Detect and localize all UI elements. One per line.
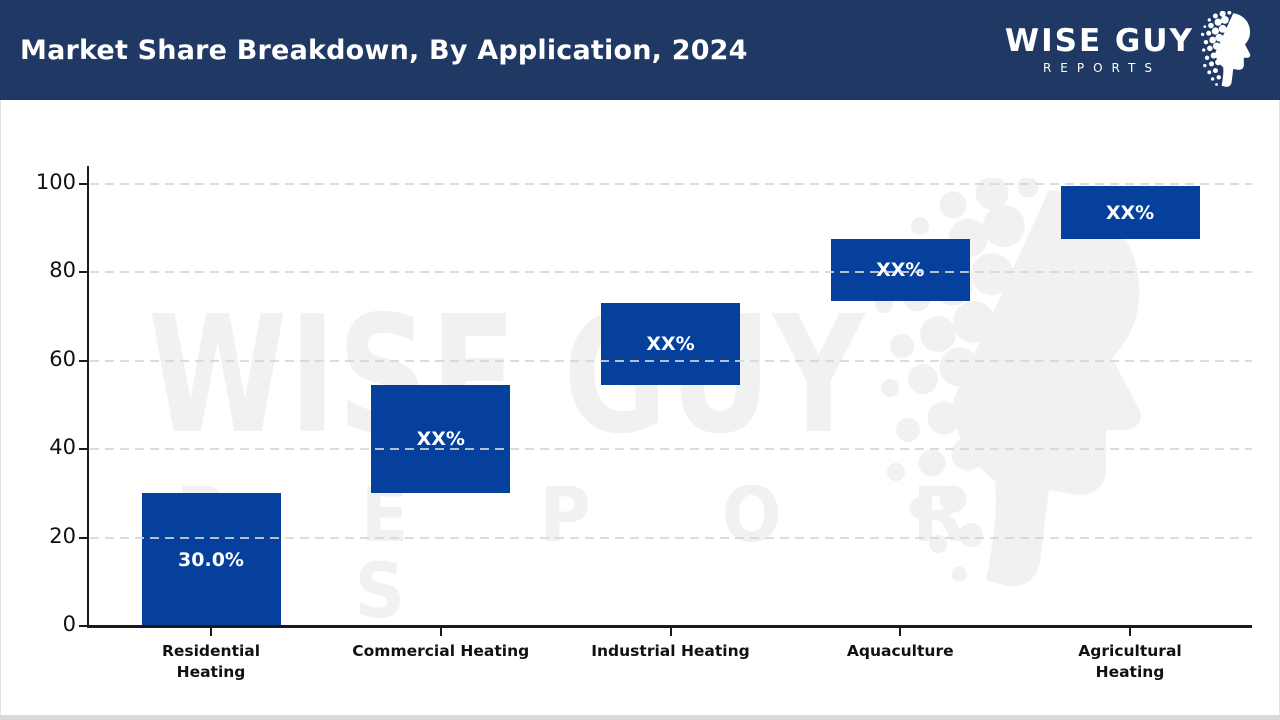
wiseguy-logo-text: WISE GUY REPORTS xyxy=(1004,22,1194,75)
wiseguy-face-icon xyxy=(1198,11,1254,89)
x-category-label-industrial-heating: Industrial Heating xyxy=(591,642,750,660)
y-tick-label-0: 0 xyxy=(62,612,76,636)
x-category-label-aquaculture: Aquaculture xyxy=(846,642,954,660)
grid-line-100 xyxy=(90,183,1252,185)
logo-wordmark: WISE GUY xyxy=(1004,22,1194,59)
grid-line-60 xyxy=(90,359,1252,362)
bar-value-label: XX% xyxy=(876,259,925,282)
x-tick-agricultural-heating xyxy=(1129,628,1131,636)
y-tick-40 xyxy=(79,448,88,451)
y-tick-label-60: 60 xyxy=(49,346,76,371)
bar-commercial-heating: XX% xyxy=(371,385,511,494)
y-tick-label-20: 20 xyxy=(49,523,76,548)
logo-subtitle: REPORTS xyxy=(1042,60,1161,75)
grid-line-80 xyxy=(90,271,1252,274)
y-axis-line xyxy=(87,166,89,628)
y-tick-label-40: 40 xyxy=(49,435,76,460)
y-tick-60 xyxy=(79,359,88,362)
x-tick-residential-heating xyxy=(210,628,212,636)
bar-agricultural-heating: XX% xyxy=(1060,186,1200,240)
y-tick-100 xyxy=(79,183,88,185)
bar-value-label: XX% xyxy=(646,333,695,356)
bar-industrial-heating: XX% xyxy=(601,303,740,386)
x-category-label-agricultural-heating: Agricultural Heating xyxy=(1078,642,1182,681)
wiseguy-logo: WISE GUY REPORTS xyxy=(1005,11,1254,89)
x-tick-commercial-heating xyxy=(439,628,442,636)
y-tick-label-80: 80 xyxy=(49,258,76,283)
bar-residential-heating: 30.0% xyxy=(141,493,281,626)
header: Market Share Breakdown, By Application, … xyxy=(0,0,1280,100)
grid-line-40 xyxy=(90,448,1252,451)
x-tick-aquaculture xyxy=(899,628,902,636)
x-tick-industrial-heating xyxy=(669,628,672,636)
y-tick-20 xyxy=(79,536,88,539)
y-tick-80 xyxy=(79,271,88,274)
bottom-strip xyxy=(0,715,1280,720)
x-category-label-commercial-heating: Commercial Heating xyxy=(352,642,530,660)
y-tick-0 xyxy=(79,625,88,627)
grid-line-20 xyxy=(90,536,1252,539)
x-category-label-residential-heating: Residential Heating xyxy=(161,642,261,681)
bar-value-label: 30.0% xyxy=(178,548,244,571)
left-border xyxy=(0,100,1,715)
page-title: Market Share Breakdown, By Application, … xyxy=(20,34,748,66)
bar-value-label: XX% xyxy=(1105,201,1155,224)
bar-aquaculture: XX% xyxy=(830,239,970,302)
y-tick-label-100: 100 xyxy=(35,170,76,194)
bar-value-label: XX% xyxy=(416,428,465,451)
x-axis-line xyxy=(87,625,1252,628)
